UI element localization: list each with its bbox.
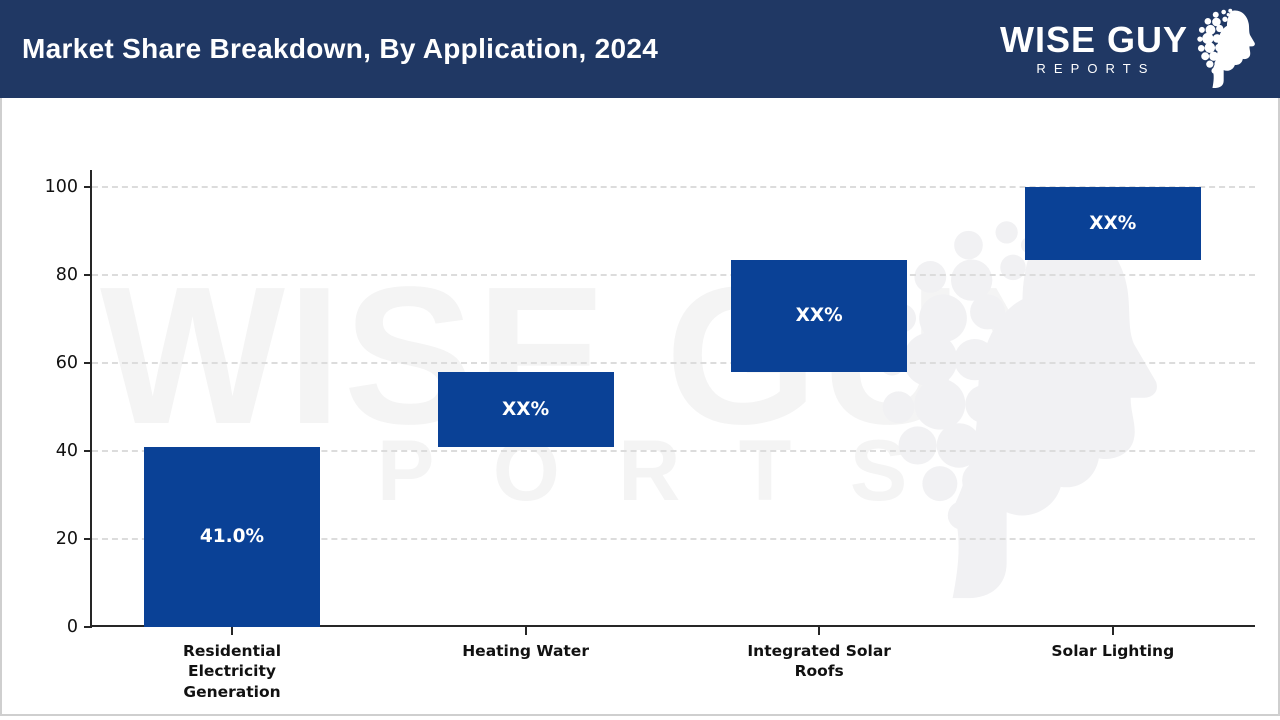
bar-value-label: XX% — [502, 398, 550, 420]
x-axis-line — [90, 625, 1255, 627]
y-tick-mark — [84, 538, 92, 540]
x-tick-mark — [524, 627, 527, 635]
x-axis-label-heating-water: Heating Water — [462, 642, 589, 660]
brand-head-icon — [1197, 8, 1255, 88]
chart-canvas: WISE GUY PORTS 0 20 40 60 80 100 41.0% Resident… — [0, 98, 1280, 716]
y-tick-mark — [84, 186, 92, 188]
bar-residential-electricity-generation: 41.0% — [144, 446, 320, 627]
y-tick-mark — [84, 626, 92, 628]
y-tick-mark — [84, 450, 92, 452]
gridline-20 — [92, 538, 1255, 540]
bar-value-label: XX% — [795, 305, 843, 327]
y-axis-label: 20 — [55, 528, 78, 549]
bar-solar-lighting: XX% — [1024, 187, 1201, 260]
y-axis-label: 60 — [55, 352, 78, 373]
x-tick-mark — [1111, 627, 1114, 635]
brand-subtitle: REPORTS — [1036, 61, 1156, 76]
y-axis-label: 80 — [55, 264, 78, 285]
y-axis-label: 100 — [44, 176, 78, 197]
header-bar: Market Share Breakdown, By Application, … — [0, 0, 1280, 98]
page-title: Market Share Breakdown, By Application, … — [22, 33, 659, 64]
brand-logo-text: WISE GUY REPORTS — [999, 19, 1188, 77]
x-tick-mark — [818, 627, 821, 635]
x-axis-label-residential-electricity-generation: Residential Electricity Generation — [182, 642, 282, 701]
brand-name: WISE GUY — [999, 19, 1188, 60]
brand-logo: WISE GUY REPORTS — [1000, 8, 1258, 90]
bar-integrated-solar-roofs: XX% — [731, 259, 908, 372]
y-tick-mark — [84, 362, 92, 364]
y-axis-line — [90, 170, 92, 627]
x-axis-label-solar-lighting: Solar Lighting — [1051, 642, 1175, 660]
y-axis-label: 0 — [66, 616, 78, 637]
x-tick-mark — [231, 627, 233, 635]
gridline-40 — [92, 450, 1255, 452]
plot-area: 0 20 40 60 80 100 41.0% Residential Electricity… — [45, 170, 1255, 701]
gridline-100 — [92, 186, 1255, 188]
bar-value-label: XX% — [1089, 212, 1137, 234]
gridline-80 — [92, 274, 1255, 276]
bar-heating-water: XX% — [437, 371, 614, 447]
y-axis-label: 40 — [55, 440, 78, 461]
x-axis-label-integrated-solar-roofs: Integrated Solar Roofs — [747, 642, 891, 681]
y-tick-mark — [84, 274, 92, 276]
bar-value-label: 41.0% — [199, 526, 265, 548]
gridline-60 — [92, 362, 1255, 364]
